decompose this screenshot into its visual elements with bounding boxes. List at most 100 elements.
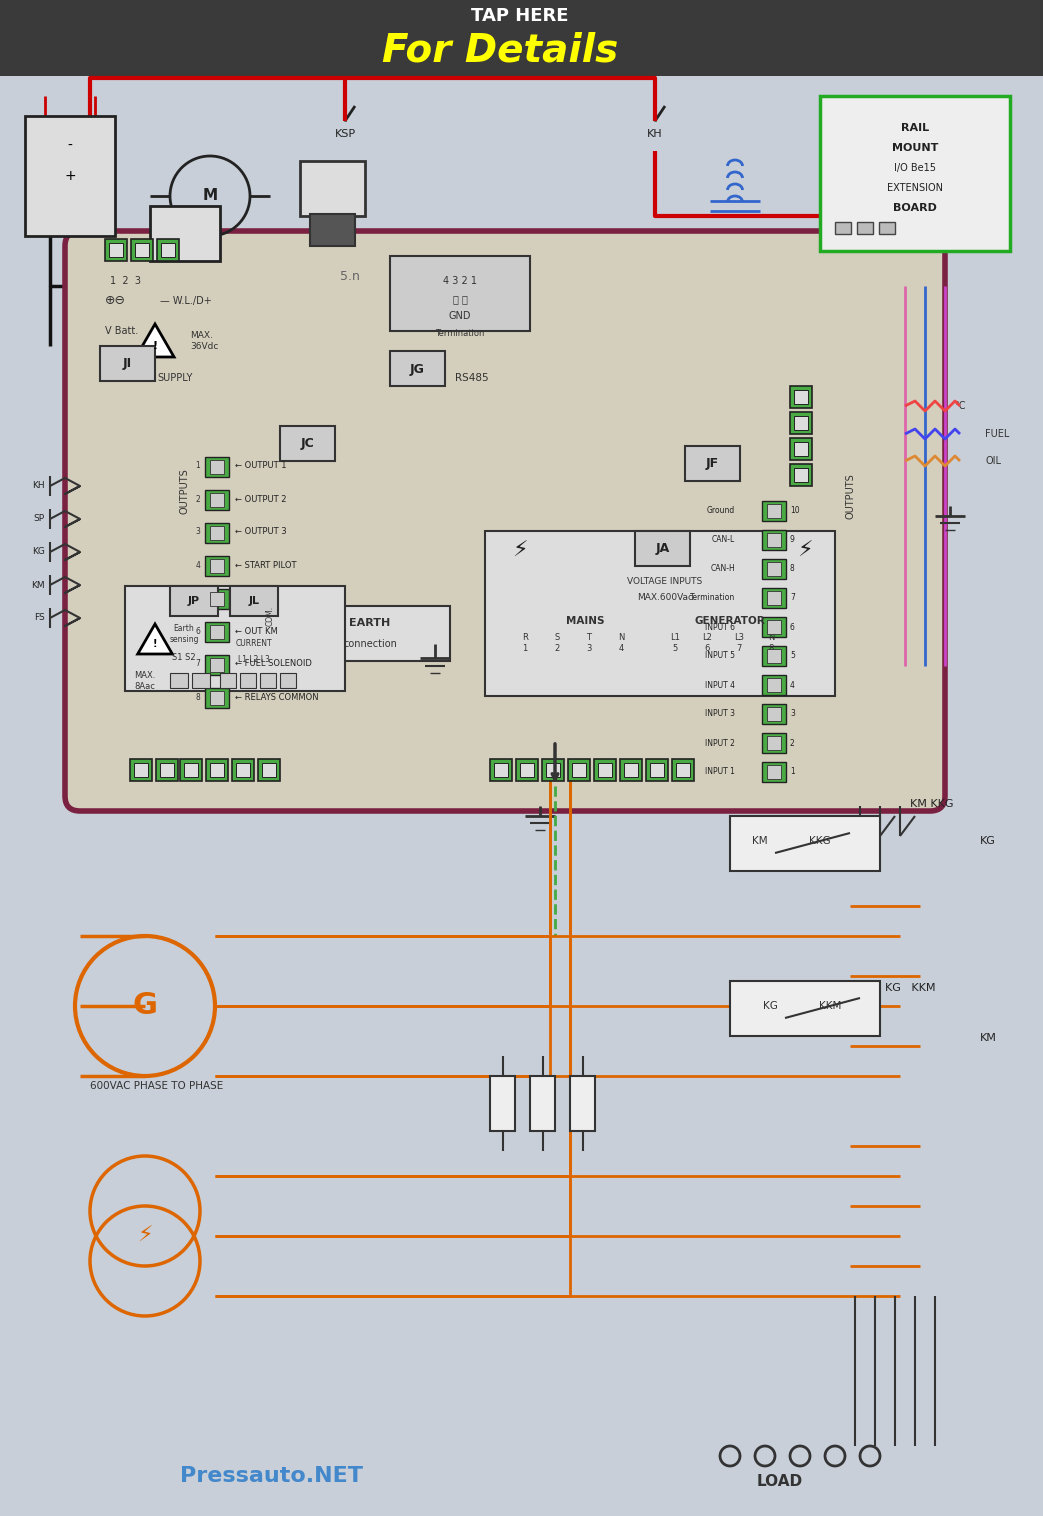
Bar (150, 206, 220, 261)
Text: 9: 9 (790, 535, 795, 544)
Text: ← OUT KM: ← OUT KM (235, 626, 277, 635)
Text: N
8: N 8 (768, 634, 774, 653)
Bar (790, 438, 812, 459)
Text: L1
5: L1 5 (670, 634, 680, 653)
Text: COM.: COM. (266, 606, 274, 626)
Bar (762, 646, 786, 666)
Text: 4 3 2 1: 4 3 2 1 (443, 276, 477, 287)
Bar (762, 500, 786, 522)
Bar (0, 0, 1043, 76)
Text: EARTH: EARTH (349, 619, 391, 628)
Text: CAN-L: CAN-L (711, 535, 735, 544)
Text: 7: 7 (195, 659, 200, 669)
Text: CURRENT: CURRENT (236, 640, 272, 649)
Bar (767, 766, 781, 779)
Bar (25, 117, 115, 236)
Bar (624, 763, 638, 778)
Text: 1: 1 (790, 767, 795, 776)
Bar (210, 559, 224, 573)
Text: JF: JF (706, 458, 719, 470)
Text: 3: 3 (195, 528, 200, 537)
Text: INPUT 5: INPUT 5 (705, 652, 735, 661)
Bar (598, 763, 612, 778)
Text: ⚡: ⚡ (797, 541, 812, 561)
Text: OUTPUTS: OUTPUTS (845, 473, 855, 518)
Text: Termination: Termination (435, 329, 485, 338)
Bar (390, 352, 445, 387)
Text: KSP: KSP (335, 129, 356, 139)
Bar (160, 763, 174, 778)
Bar (730, 816, 880, 872)
Bar (767, 706, 781, 722)
Text: INPUT 2: INPUT 2 (705, 738, 735, 747)
Bar (545, 763, 560, 778)
Bar (100, 346, 155, 381)
Text: 2: 2 (790, 738, 795, 747)
Bar (572, 763, 586, 778)
Text: FUEL: FUEL (985, 429, 1010, 440)
Bar (762, 588, 786, 608)
Text: KM: KM (980, 1032, 997, 1043)
Text: For Details: For Details (382, 32, 618, 70)
Bar (205, 622, 229, 641)
Bar (762, 617, 786, 637)
Bar (730, 981, 880, 1035)
Bar (170, 673, 188, 688)
Bar (205, 490, 229, 509)
Bar (210, 658, 224, 672)
Text: JP: JP (188, 596, 200, 606)
Text: CAN-H: CAN-H (710, 564, 735, 573)
Text: GND: GND (448, 311, 471, 321)
Text: L1 L2 L3: L1 L2 L3 (238, 655, 270, 664)
Text: JI: JI (123, 356, 132, 370)
Bar (620, 760, 642, 781)
Bar (762, 559, 786, 579)
Text: 8: 8 (790, 564, 795, 573)
Bar (210, 763, 224, 778)
Bar (490, 1076, 515, 1131)
Text: KM KKG: KM KKG (909, 799, 953, 810)
Text: ← FUEL SOLENOID: ← FUEL SOLENOID (235, 659, 312, 669)
Bar (157, 240, 179, 261)
Bar (685, 446, 739, 481)
Bar (156, 760, 178, 781)
Text: RS485: RS485 (455, 373, 488, 384)
Text: JG: JG (410, 362, 425, 376)
Text: R
1: R 1 (523, 634, 528, 653)
Text: 5: 5 (195, 593, 200, 602)
Text: N
4: N 4 (617, 634, 624, 653)
Text: ← START PILOT: ← START PILOT (235, 561, 296, 570)
Bar (192, 673, 210, 688)
Text: Ⓑ Ⓐ: Ⓑ Ⓐ (453, 294, 467, 305)
Bar (516, 760, 538, 781)
Bar (210, 593, 224, 606)
Text: KG: KG (980, 835, 996, 846)
Bar (520, 763, 534, 778)
Text: +: + (65, 168, 76, 183)
Text: T
3: T 3 (586, 634, 591, 653)
Text: L3
7: L3 7 (734, 634, 744, 653)
Text: KKG: KKG (809, 835, 831, 846)
Text: INPUT 3: INPUT 3 (705, 709, 735, 719)
Bar (280, 673, 296, 688)
Bar (672, 760, 694, 781)
Text: Pressauto.NET: Pressauto.NET (180, 1466, 363, 1486)
Text: JA: JA (655, 543, 670, 555)
Bar (571, 1076, 595, 1131)
Bar (762, 763, 786, 782)
Text: RAIL: RAIL (901, 123, 929, 133)
Text: 5: 5 (790, 652, 795, 661)
Bar (790, 387, 812, 408)
Bar (767, 678, 781, 691)
Text: I/O Be15: I/O Be15 (894, 164, 936, 173)
Bar (530, 1076, 555, 1131)
Text: INPUT 4: INPUT 4 (705, 681, 735, 690)
Bar (290, 606, 450, 661)
Bar (105, 240, 127, 261)
Bar (135, 243, 149, 258)
Text: MAINS: MAINS (565, 615, 604, 626)
Text: 6: 6 (790, 623, 795, 632)
Bar (205, 556, 229, 576)
Bar (236, 763, 250, 778)
Bar (205, 688, 229, 708)
